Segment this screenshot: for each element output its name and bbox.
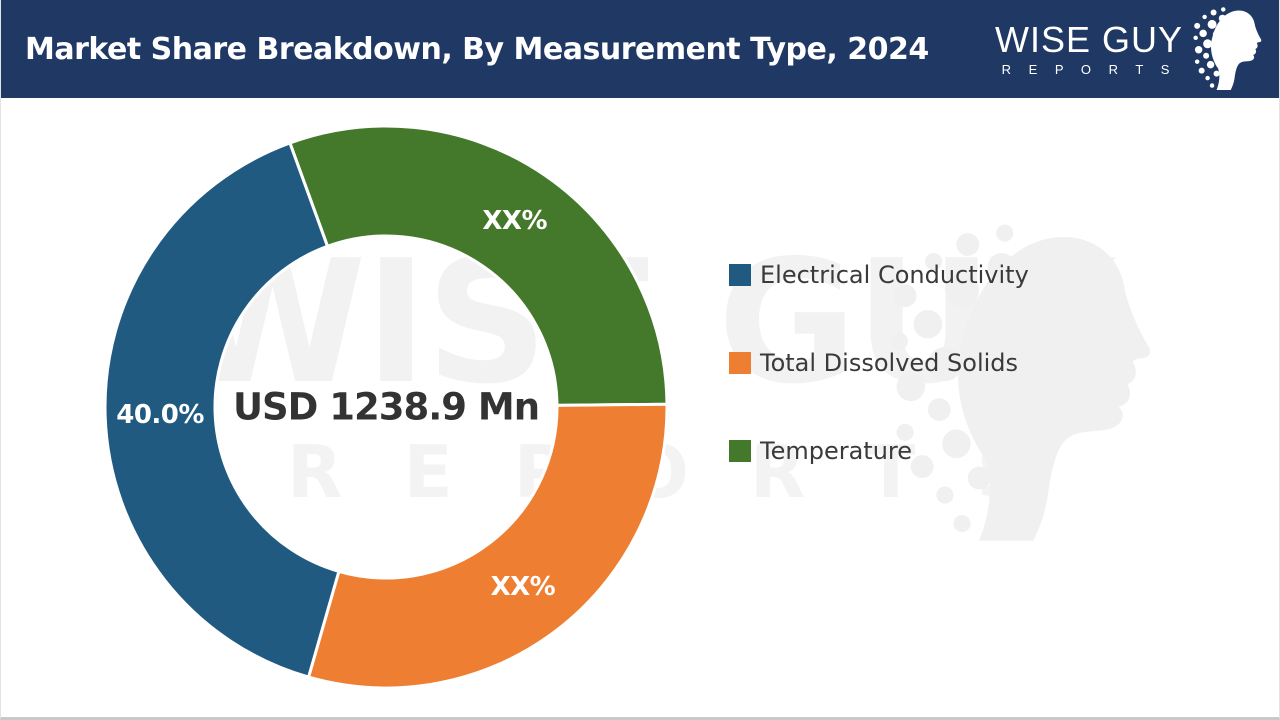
legend-item: Electrical Conductivity [729, 261, 1029, 289]
logo-wordmark-sub: R E P O R T S [1001, 61, 1177, 77]
page-title: Market Share Breakdown, By Measurement T… [25, 31, 929, 67]
legend-label: Total Dissolved Solids [760, 349, 1019, 377]
legend: Electrical Conductivity Total Dissolved … [729, 261, 1029, 525]
legend-swatch [729, 352, 751, 374]
donut-segment-1 [307, 402, 669, 690]
brand-logo: WISE GUY R E P O R T S [995, 5, 1265, 93]
legend-item: Temperature [729, 437, 1029, 465]
legend-swatch [729, 264, 751, 286]
donut-center-value: USD 1238.9 Mn [232, 385, 540, 429]
donut-segment-0 [103, 141, 341, 679]
segment-value-label: 40.0% [116, 400, 204, 430]
donut-chart: 40.0% XX% XX% [103, 124, 669, 690]
legend-label: Electrical Conductivity [760, 261, 1029, 289]
donut-segment-2 [288, 124, 669, 407]
legend-item: Total Dissolved Solids [729, 349, 1029, 377]
header-bar: Market Share Breakdown, By Measurement T… [1, 0, 1279, 98]
legend-label: Temperature [760, 437, 913, 465]
logo-wordmark-main: WISE GUY [994, 18, 1183, 60]
logo-face-icon [1193, 7, 1262, 91]
segment-value-label: XX% [482, 206, 547, 236]
legend-swatch [729, 440, 751, 462]
segment-value-label: XX% [491, 572, 556, 602]
logo-wordmark: WISE GUY R E P O R T S [994, 18, 1183, 77]
